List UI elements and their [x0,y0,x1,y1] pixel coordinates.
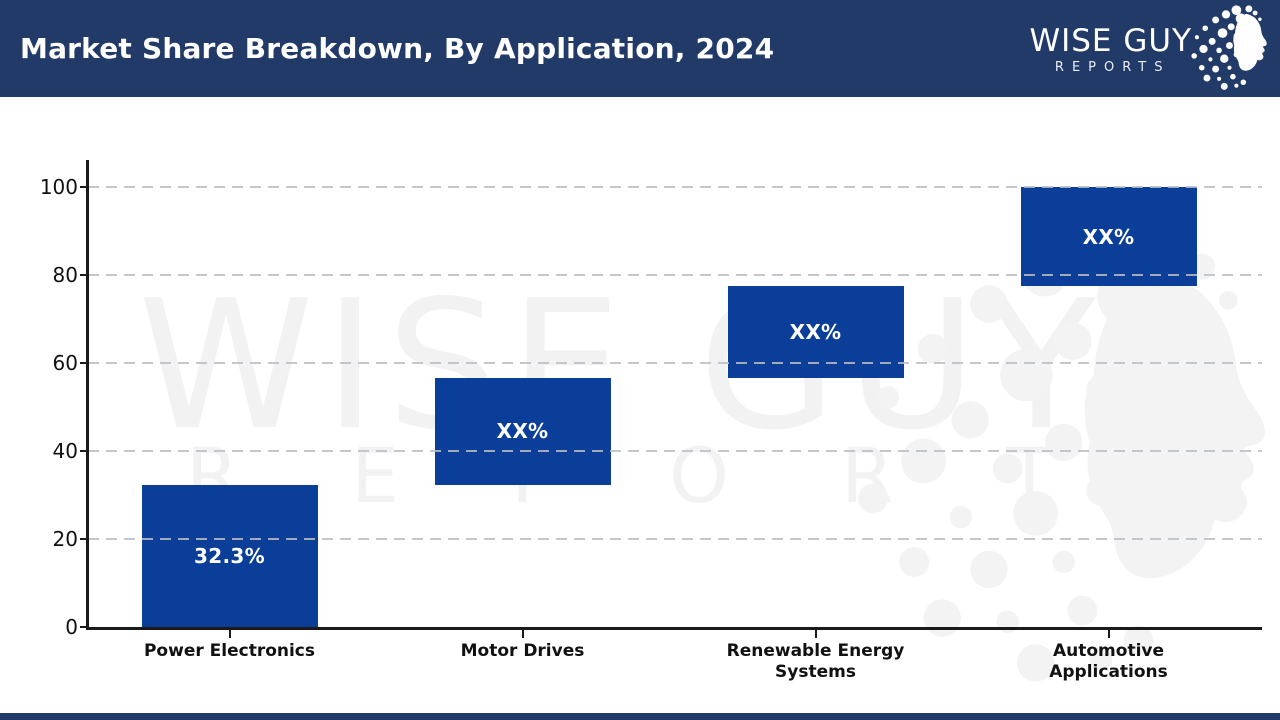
gridline-80 [88,274,1262,276]
y-axis-tick-label: 0 [65,615,78,639]
category-label-motor-drives: Motor Drives [460,641,585,661]
x-axis-tick-mark [521,630,524,638]
wiseguy-head-logo-icon [1191,4,1267,90]
y-axis-tick-label: 60 [52,351,78,375]
logo-subtitle: REPORTS [1054,59,1171,75]
gridline-40 [88,450,1262,452]
y-axis-line [86,160,89,630]
x-axis-line [86,627,1262,630]
category-label-renewable-energy-systems: Renewable Energy Systems [726,641,905,682]
logo-wordmark: WISE GUY [1029,22,1192,59]
gridline-60 [88,362,1262,364]
y-axis-tick-label: 40 [52,439,78,463]
x-axis-tick-mark [814,630,817,638]
category-label-power-electronics: Power Electronics [143,641,316,661]
watermark-text: WISE GUY [138,262,1106,469]
gridline-100 [88,186,1262,188]
bar-power-electronics: 32.3% [141,484,318,627]
bar-value-label: XX% [496,419,549,444]
bar-value-label: 32.3% [194,543,265,568]
bar-renewable-energy-systems: XX% [727,286,904,378]
bar-value-label: XX% [789,319,842,344]
y-axis-tick-mark [80,538,88,540]
gridline-20 [88,538,1262,540]
y-axis-tick-mark [80,626,88,628]
x-axis-tick-mark [1107,630,1110,638]
wiseguy-reports-logo: WISE GUY REPORTS [1029,0,1274,97]
bar-motor-drives: XX% [434,377,611,485]
header-bar: Market Share Breakdown, By Application, … [0,0,1280,97]
y-axis-tick-mark [80,186,88,188]
bar-value-label: XX% [1082,224,1135,249]
y-axis-tick-mark [80,450,88,452]
y-axis-tick-label: 100 [39,175,78,199]
y-axis-tick-label: 80 [52,263,78,287]
y-axis-tick-mark [80,362,88,364]
bar-automotive-applications: XX% [1020,187,1197,286]
page-title: Market Share Breakdown, By Application, … [20,32,775,65]
y-axis-tick-label: 20 [52,527,78,551]
x-axis-tick-mark [228,630,231,638]
y-axis-tick-mark [80,274,88,276]
category-label-automotive-applications: Automotive Applications [1049,641,1168,682]
footer-bar [0,713,1280,720]
